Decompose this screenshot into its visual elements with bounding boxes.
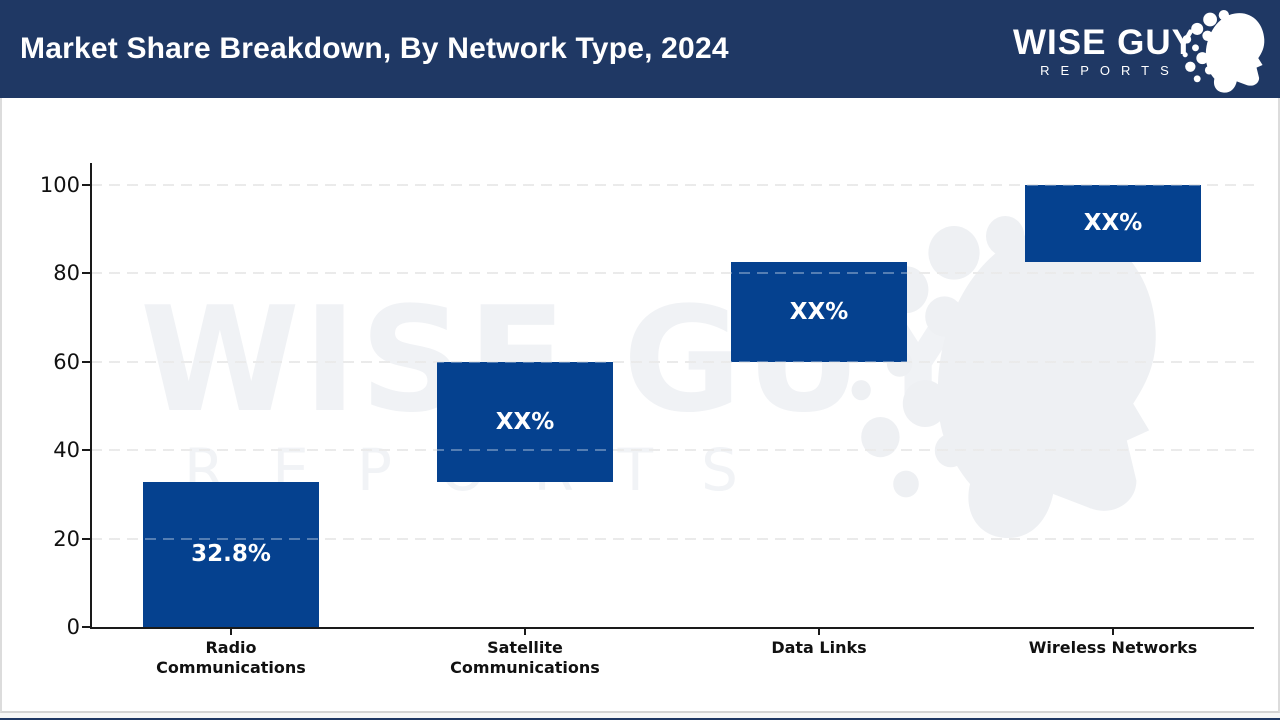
gridline (91, 272, 1254, 274)
x-tick-mark (1112, 627, 1114, 635)
gridline-overlay (91, 183, 1254, 186)
head-dots-logo-icon (1182, 10, 1265, 93)
x-category-label-line: Radio (205, 638, 257, 657)
y-tick-label: 40 (53, 438, 80, 462)
x-category-label: Wireless Networks (993, 638, 1233, 658)
x-axis-line (90, 627, 1254, 629)
chart-area: WISE GUY REPORTS 02040608010032.8%XX%XX%… (0, 98, 1280, 713)
x-category-label-line: Data Links (771, 638, 867, 657)
x-tick-mark (524, 627, 526, 635)
y-tick-mark (82, 183, 91, 186)
x-tick-mark (818, 627, 820, 635)
bar-value-label: XX% (1083, 210, 1143, 237)
gridline (91, 537, 1254, 540)
y-tick-label: 0 (66, 615, 80, 639)
x-tick-mark (230, 627, 232, 635)
x-category-label: Satellite Communications (405, 638, 645, 678)
gridline (91, 360, 1254, 363)
y-tick-label: 20 (53, 526, 80, 551)
x-category-label-line: Satellite (487, 638, 563, 657)
bar-value-label: XX% (495, 408, 555, 435)
bar-wireless-networks: XX% (1025, 184, 1201, 262)
y-tick-label: 80 (53, 261, 80, 285)
gridline-overlay (91, 537, 1254, 540)
brand-logo-text: WISE GUY REPORTS (1012, 23, 1196, 79)
x-category-label-line: Communications (450, 658, 600, 677)
gridline-overlay (91, 272, 1254, 274)
x-category-label: Data Links (699, 638, 939, 658)
y-tick-mark (82, 537, 91, 540)
brand-subtitle: REPORTS (1040, 63, 1180, 78)
x-category-label: Radio Communications (111, 638, 351, 678)
y-tick-label: 100 (39, 172, 80, 197)
bar-value-label: XX% (789, 298, 849, 325)
page-title: Market Share Breakdown, By Network Type,… (20, 32, 729, 65)
gridline (91, 183, 1254, 186)
gridline (91, 449, 1254, 451)
gridline-overlay (91, 360, 1254, 363)
y-axis-line (90, 163, 92, 629)
header-bar: Market Share Breakdown, By Network Type,… (0, 0, 1280, 98)
bar-data-links: XX% (731, 261, 907, 362)
gridline-overlay (91, 449, 1254, 451)
x-category-label-line: Wireless Networks (1028, 638, 1198, 657)
brand-logo: WISE GUY REPORTS (1013, 8, 1268, 94)
y-tick-mark (82, 360, 91, 363)
bar-value-label: 32.8% (191, 541, 271, 568)
brand-name: WISE GUY (1012, 23, 1196, 62)
x-category-label-line: Communications (156, 658, 306, 677)
footer-strip (0, 713, 1280, 720)
bar-radio-communications: 32.8% (143, 481, 319, 627)
y-tick-mark (82, 626, 91, 628)
bar-satellite-communications: XX% (437, 361, 613, 482)
y-tick-mark (82, 272, 91, 274)
y-tick-label: 60 (53, 349, 80, 374)
y-tick-mark (82, 449, 91, 451)
